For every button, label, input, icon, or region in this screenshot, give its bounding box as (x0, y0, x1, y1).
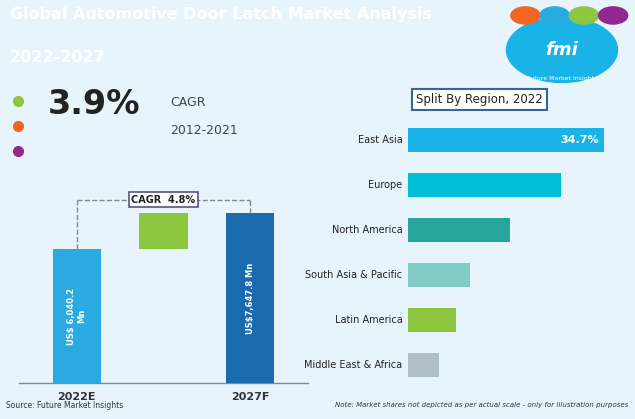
Circle shape (569, 7, 598, 24)
Text: US$7,647.8 Mn: US$7,647.8 Mn (246, 263, 255, 334)
Text: 3.9%: 3.9% (48, 88, 140, 121)
Text: North America: North America (332, 225, 403, 235)
Text: Source: Future Market Insights: Source: Future Market Insights (6, 401, 124, 410)
Text: CAGR  4.8%: CAGR 4.8% (131, 195, 196, 204)
Bar (53, 249, 101, 383)
Circle shape (598, 7, 627, 24)
Text: CAGR: CAGR (170, 96, 206, 109)
Bar (139, 213, 188, 249)
Text: Split By Region, 2022: Split By Region, 2022 (416, 93, 542, 106)
Circle shape (507, 17, 617, 83)
Bar (408, 263, 471, 287)
Text: Global Automotive Door Latch Market Analysis: Global Automotive Door Latch Market Anal… (10, 7, 431, 22)
Text: fmi: fmi (545, 41, 578, 59)
Text: 2012-2021: 2012-2021 (170, 124, 238, 137)
Text: 34.7%: 34.7% (560, 135, 598, 145)
Text: Future Market Insights: Future Market Insights (526, 76, 598, 81)
Bar (408, 353, 439, 377)
Bar (226, 213, 274, 383)
Text: Latin America: Latin America (335, 315, 403, 325)
Text: 2022-2027: 2022-2027 (10, 50, 105, 65)
Circle shape (540, 7, 570, 24)
Text: South Asia & Pacific: South Asia & Pacific (305, 270, 403, 280)
Text: Europe: Europe (368, 180, 403, 190)
Text: US$ 6,040.2
Mn: US$ 6,040.2 Mn (67, 287, 86, 345)
Text: Note: Market shares not depicted as per actual scale - only for illustration pur: Note: Market shares not depicted as per … (335, 402, 629, 409)
Circle shape (511, 7, 540, 24)
Text: East Asia: East Asia (358, 135, 403, 145)
Bar (408, 218, 510, 242)
Text: Middle East & Africa: Middle East & Africa (305, 360, 403, 370)
Bar (408, 128, 605, 152)
Bar (408, 173, 561, 197)
Bar (408, 308, 457, 332)
